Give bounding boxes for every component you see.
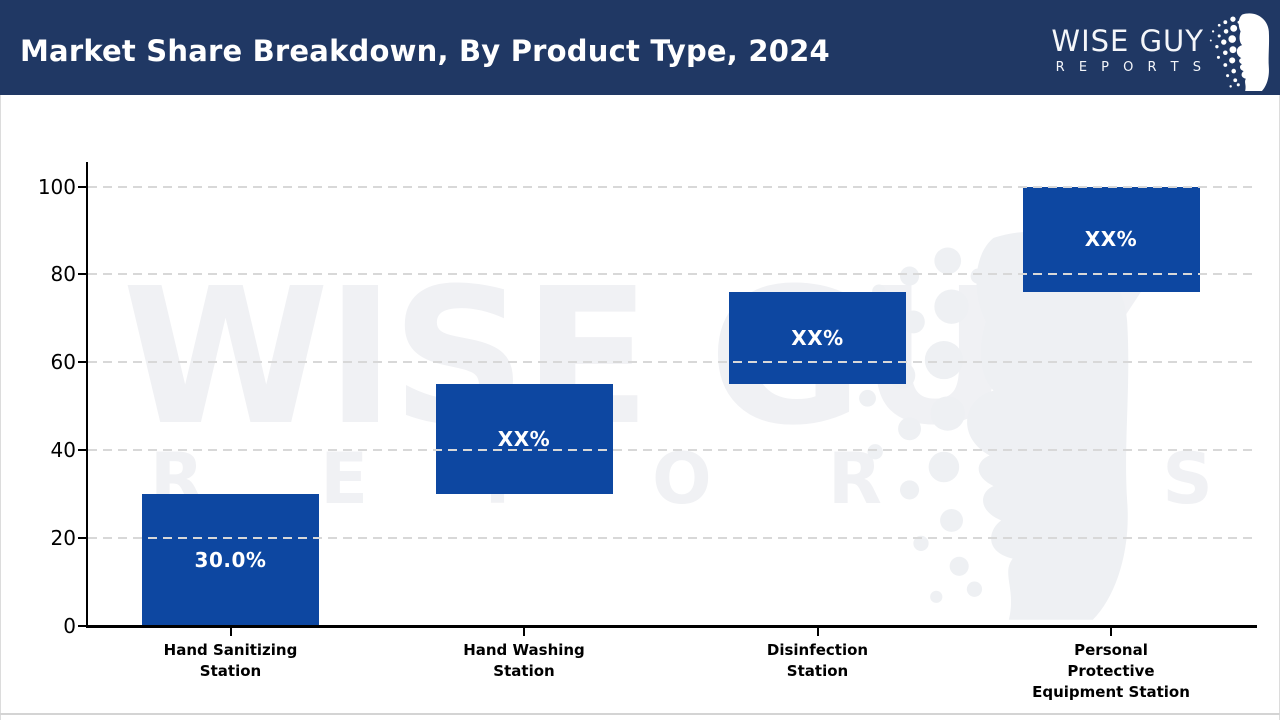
bar-value-label: 30.0% [194, 547, 267, 572]
wiseguy-logo: WISE GUY R E P O R T S [1028, 4, 1270, 92]
y-tick-label: 40 [50, 438, 76, 462]
bar-value-label: XX% [1084, 227, 1138, 252]
y-tick-mark [78, 624, 86, 627]
bar-segment: 30.0% [142, 493, 319, 626]
x-tick-mark [816, 628, 819, 636]
y-tick-label: 20 [50, 525, 76, 550]
y-tick-mark [78, 185, 86, 188]
x-axis-category-label: Hand Washing Station [463, 641, 585, 680]
bar-segment: XX% [1022, 186, 1200, 292]
logo-wordmark: WISE GUY [1051, 24, 1204, 58]
logo-head-icon [1209, 13, 1270, 91]
y-tick-label: 80 [50, 262, 76, 287]
x-axis-category-label: Personal Protective Equipment Station [1032, 641, 1190, 701]
y-axis-spine [86, 162, 88, 627]
bottom-border [0, 713, 1280, 715]
bar-segment: XX% [435, 384, 613, 494]
y-tick-mark [78, 361, 86, 364]
x-tick-mark [1110, 628, 1112, 636]
header: Market Share Breakdown, By Product Type,… [0, 0, 1280, 95]
gridline [88, 449, 1257, 451]
gridline [88, 536, 1257, 539]
y-tick-label: 0 [63, 613, 76, 638]
x-axis-category-label: Hand Sanitizing Station [163, 641, 298, 680]
page-title: Market Share Breakdown, By Product Type,… [20, 34, 830, 68]
bar-value-label: XX% [497, 427, 551, 452]
gridline [88, 185, 1257, 188]
y-tick-mark [78, 536, 86, 539]
y-tick-mark [78, 273, 86, 276]
gridline [88, 273, 1257, 276]
x-axis-spine [86, 625, 1257, 628]
left-border [0, 95, 1, 720]
y-tick-label: 60 [50, 350, 76, 375]
bar-value-label: XX% [791, 326, 844, 351]
y-tick-mark [78, 449, 86, 451]
x-axis-category-label: Disinfection Station [766, 641, 869, 680]
x-tick-mark [229, 628, 232, 636]
logo-subtitle: R E P O R T S [1055, 60, 1206, 75]
x-tick-mark [523, 628, 525, 636]
bar-segment: XX% [729, 291, 906, 385]
y-tick-label: 100 [37, 174, 76, 199]
gridline [88, 361, 1257, 364]
